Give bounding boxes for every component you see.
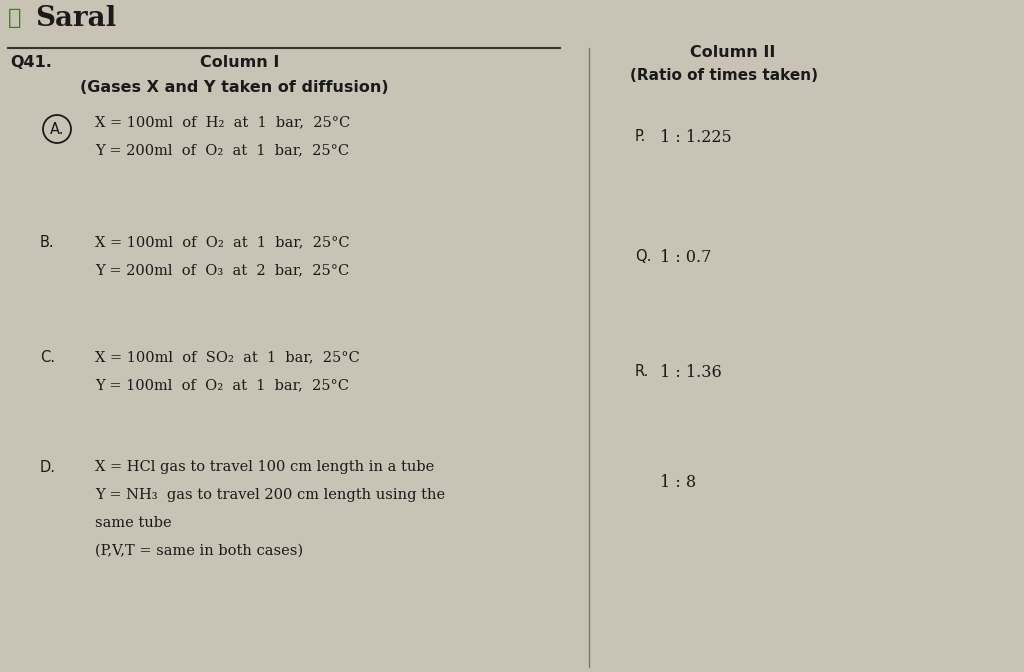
Text: 1 : 0.7: 1 : 0.7 [660,249,712,266]
Text: Q.: Q. [635,249,651,264]
Text: Y = 200ml  of  O₃  at  2  bar,  25°C: Y = 200ml of O₃ at 2 bar, 25°C [95,263,349,277]
Text: R.: R. [635,364,649,379]
Text: (Ratio of times taken): (Ratio of times taken) [630,68,818,83]
Text: (Gases X and Y taken of diffusion): (Gases X and Y taken of diffusion) [80,80,389,95]
Text: Column II: Column II [690,45,775,60]
Text: X = HCl gas to travel 100 cm length in a tube: X = HCl gas to travel 100 cm length in a… [95,460,434,474]
Text: Q41.: Q41. [10,55,52,70]
Text: P.: P. [635,129,646,144]
Text: X = 100ml  of  H₂  at  1  bar,  25°C: X = 100ml of H₂ at 1 bar, 25°C [95,115,350,129]
Text: Y = 100ml  of  O₂  at  1  bar,  25°C: Y = 100ml of O₂ at 1 bar, 25°C [95,378,349,392]
Text: same tube: same tube [95,516,172,530]
Text: A.: A. [50,122,65,136]
Text: Y = 200ml  of  O₂  at  1  bar,  25°C: Y = 200ml of O₂ at 1 bar, 25°C [95,143,349,157]
Text: (P,V,T = same in both cases): (P,V,T = same in both cases) [95,544,303,558]
Text: D.: D. [40,460,56,475]
Text: 1 : 1.225: 1 : 1.225 [660,129,732,146]
Text: Y = NH₃  gas to travel 200 cm length using the: Y = NH₃ gas to travel 200 cm length usin… [95,488,445,502]
Text: Saral: Saral [35,5,117,32]
Text: X = 100ml  of  O₂  at  1  bar,  25°C: X = 100ml of O₂ at 1 bar, 25°C [95,235,349,249]
Text: 1 : 1.36: 1 : 1.36 [660,364,722,381]
Text: B.: B. [40,235,54,250]
Text: C.: C. [40,350,55,365]
Text: Column I: Column I [200,55,280,70]
Text: X = 100ml  of  SO₂  at  1  bar,  25°C: X = 100ml of SO₂ at 1 bar, 25°C [95,350,359,364]
Text: 🌿: 🌿 [8,8,22,28]
Text: 1 : 8: 1 : 8 [660,474,696,491]
